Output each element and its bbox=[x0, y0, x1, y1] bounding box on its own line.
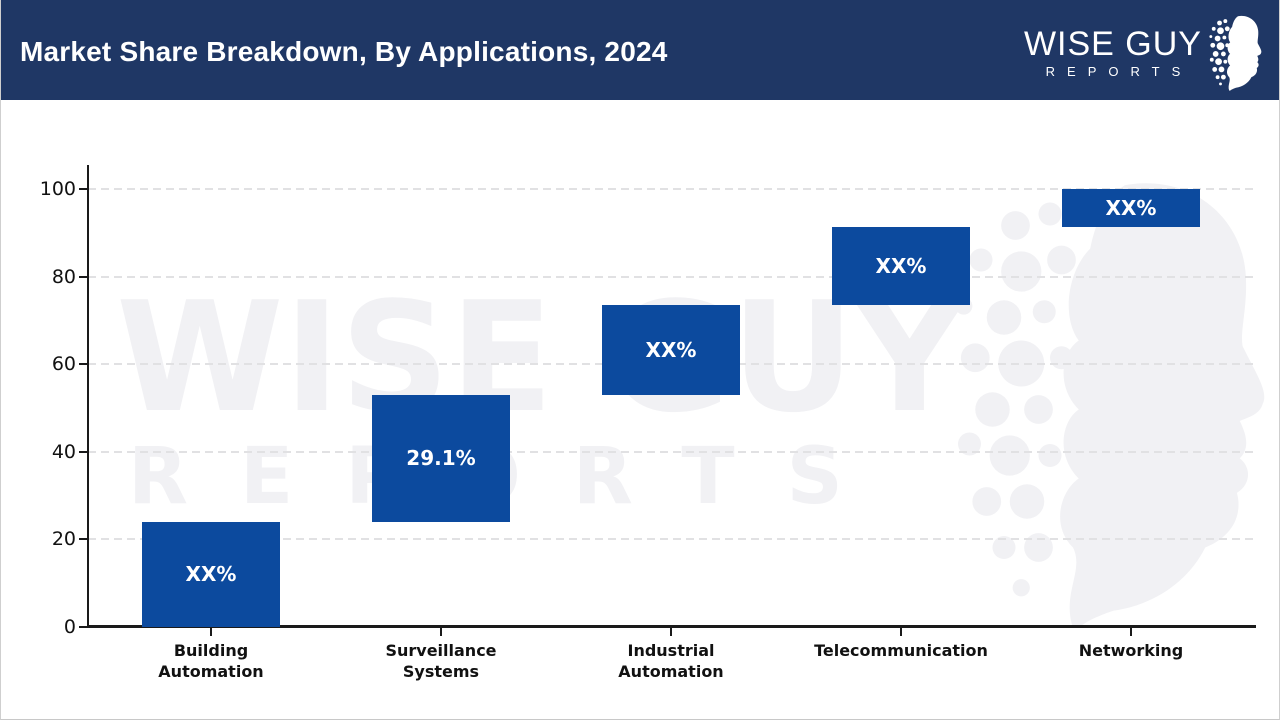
bar-segment: XX% bbox=[832, 226, 970, 306]
y-tick-label-20: 20 bbox=[51, 528, 76, 550]
gridline-100 bbox=[88, 188, 1255, 190]
y-tick-60 bbox=[79, 363, 87, 365]
y-tick-0 bbox=[79, 625, 87, 628]
y-tick-80 bbox=[79, 275, 87, 278]
watermark-text-reports: REPORTS bbox=[128, 432, 895, 522]
gridline-40 bbox=[88, 450, 1255, 453]
y-tick-label-40: 40 bbox=[51, 440, 76, 463]
bar-value-label: 29.1% bbox=[406, 446, 476, 471]
logo-reports-label: REPORTS bbox=[1045, 63, 1193, 79]
x-tick-label: Industrial Automation bbox=[618, 641, 724, 681]
x-axis-line bbox=[87, 625, 1256, 628]
header-banner: Market Share Breakdown, By Applications,… bbox=[0, 0, 1280, 100]
x-tick-label: Building Automation bbox=[158, 641, 264, 681]
y-tick-label-100: 100 bbox=[39, 178, 76, 200]
logo-face-icon bbox=[1209, 15, 1262, 91]
bar-segment: XX% bbox=[1062, 189, 1200, 227]
x-tick-2 bbox=[670, 628, 672, 636]
bar-segment: XX% bbox=[142, 521, 280, 627]
bar-segment: XX% bbox=[602, 305, 740, 395]
bar-value-label: XX% bbox=[1105, 195, 1157, 220]
bar-value-label: XX% bbox=[645, 338, 697, 362]
gridline-20 bbox=[88, 538, 1255, 540]
x-tick-label: Surveillance Systems bbox=[385, 641, 497, 681]
logo-text: WISE GUY REPORTS bbox=[1024, 26, 1202, 79]
bar-value-label: XX% bbox=[185, 562, 237, 587]
wise-guy-logo: WISE GUY REPORTS bbox=[1024, 10, 1264, 94]
x-tick-label: Telecommunication bbox=[814, 641, 988, 660]
gridline-80 bbox=[88, 275, 1255, 278]
logo-wiseguy-label: WISE GUY bbox=[1023, 24, 1202, 63]
page-title: Market Share Breakdown, By Applications,… bbox=[20, 36, 668, 67]
bar-segment: 29.1% bbox=[372, 394, 510, 522]
x-tick-4 bbox=[1130, 628, 1132, 636]
y-tick-100 bbox=[79, 188, 87, 190]
watermark-face-icon bbox=[955, 183, 1265, 628]
y-axis-line bbox=[87, 165, 89, 627]
y-tick-20 bbox=[79, 538, 87, 540]
x-tick-0 bbox=[210, 628, 212, 636]
watermark-text-wiseguy: WISE GUY bbox=[116, 269, 965, 446]
y-tick-label-0: 0 bbox=[63, 615, 76, 638]
y-tick-40 bbox=[79, 450, 87, 453]
bar-value-label: XX% bbox=[875, 254, 927, 278]
y-tick-label-80: 80 bbox=[51, 265, 76, 288]
x-tick-3 bbox=[900, 628, 902, 636]
x-tick-1 bbox=[440, 628, 442, 636]
y-tick-label-60: 60 bbox=[51, 353, 76, 375]
x-tick-label: Networking bbox=[1078, 641, 1184, 660]
